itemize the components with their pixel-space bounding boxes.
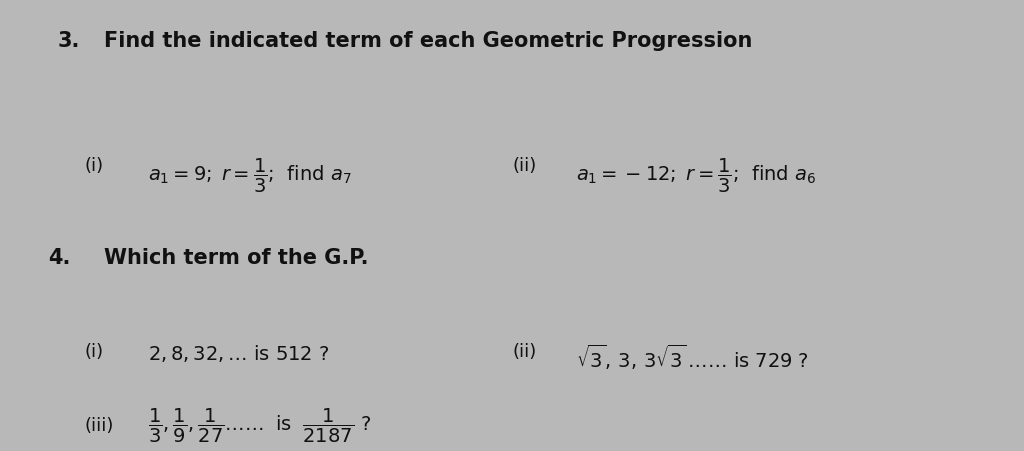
Text: (i): (i) [84, 342, 103, 360]
Text: (ii): (ii) [512, 342, 537, 360]
Text: 4.: 4. [48, 247, 71, 267]
Text: $\sqrt{3},\, 3,\, 3\sqrt{3}\, \ldots\ldots$ is $729$ ?: $\sqrt{3},\, 3,\, 3\sqrt{3}\, \ldots\ldo… [575, 342, 809, 372]
Text: $\dfrac{1}{3}, \dfrac{1}{9}, \dfrac{1}{27} \ldots\ldots\;$ is $\;\dfrac{1}{2187}: $\dfrac{1}{3}, \dfrac{1}{9}, \dfrac{1}{2… [148, 405, 372, 444]
Text: (ii): (ii) [512, 156, 537, 174]
Text: Which term of the G.P.: Which term of the G.P. [104, 247, 369, 267]
Text: $a_1 = 9;\; r = \dfrac{1}{3}$;  find $a_7$: $a_1 = 9;\; r = \dfrac{1}{3}$; find $a_7… [148, 156, 352, 194]
Text: (iii): (iii) [84, 416, 114, 434]
Text: $a_1 = -12;\; r = \dfrac{1}{3}$;  find $a_6$: $a_1 = -12;\; r = \dfrac{1}{3}$; find $a… [575, 156, 816, 194]
Text: Find the indicated term of each Geometric Progression: Find the indicated term of each Geometri… [104, 31, 753, 51]
Text: 3.: 3. [57, 31, 80, 51]
Text: (i): (i) [84, 156, 103, 174]
Text: $2, 8, 32, \ldots$ is $512$ ?: $2, 8, 32, \ldots$ is $512$ ? [148, 342, 330, 364]
